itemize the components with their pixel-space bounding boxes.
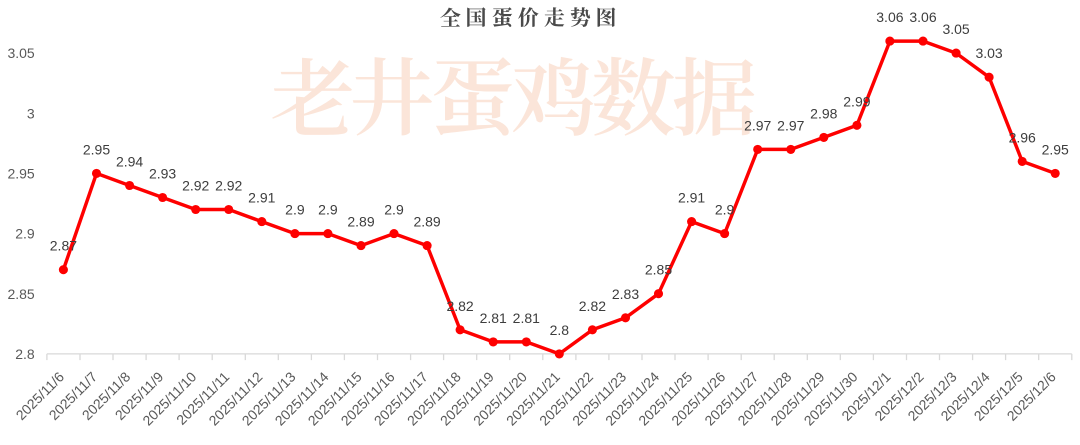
svg-text:2.82: 2.82 xyxy=(446,298,473,314)
svg-text:3.03: 3.03 xyxy=(975,45,1002,61)
svg-text:3.05: 3.05 xyxy=(7,45,34,61)
svg-text:2.89: 2.89 xyxy=(347,214,374,230)
svg-text:2.83: 2.83 xyxy=(612,286,639,302)
svg-text:2.98: 2.98 xyxy=(810,105,837,121)
svg-text:2.95: 2.95 xyxy=(7,166,34,182)
svg-text:2.81: 2.81 xyxy=(513,310,540,326)
svg-text:2.91: 2.91 xyxy=(678,190,705,206)
svg-text:3.06: 3.06 xyxy=(909,9,936,25)
svg-text:2.93: 2.93 xyxy=(149,166,176,182)
svg-text:2.87: 2.87 xyxy=(50,238,77,254)
svg-text:2.91: 2.91 xyxy=(248,190,275,206)
svg-text:2.9: 2.9 xyxy=(384,202,404,218)
svg-text:2.95: 2.95 xyxy=(1042,141,1069,157)
svg-text:2.97: 2.97 xyxy=(744,117,771,133)
svg-text:2.99: 2.99 xyxy=(843,93,870,109)
svg-text:2.85: 2.85 xyxy=(7,286,34,302)
svg-text:2.8: 2.8 xyxy=(15,346,35,362)
svg-text:2.9: 2.9 xyxy=(715,202,735,218)
svg-text:2.81: 2.81 xyxy=(480,310,507,326)
svg-text:2.9: 2.9 xyxy=(15,226,35,242)
svg-text:2.92: 2.92 xyxy=(215,178,242,194)
svg-text:2.85: 2.85 xyxy=(645,262,672,278)
svg-text:3.05: 3.05 xyxy=(942,21,969,37)
svg-text:2.9: 2.9 xyxy=(318,202,338,218)
svg-text:2.89: 2.89 xyxy=(413,214,440,230)
svg-text:3: 3 xyxy=(27,105,35,121)
svg-text:2.96: 2.96 xyxy=(1009,129,1036,145)
svg-text:3.06: 3.06 xyxy=(876,9,903,25)
svg-text:2.92: 2.92 xyxy=(182,178,209,194)
svg-text:2.97: 2.97 xyxy=(777,117,804,133)
svg-text:2.94: 2.94 xyxy=(116,154,143,170)
svg-text:2.95: 2.95 xyxy=(83,141,110,157)
svg-text:2.8: 2.8 xyxy=(550,322,570,338)
svg-text:2.82: 2.82 xyxy=(579,298,606,314)
svg-text:2.9: 2.9 xyxy=(285,202,305,218)
